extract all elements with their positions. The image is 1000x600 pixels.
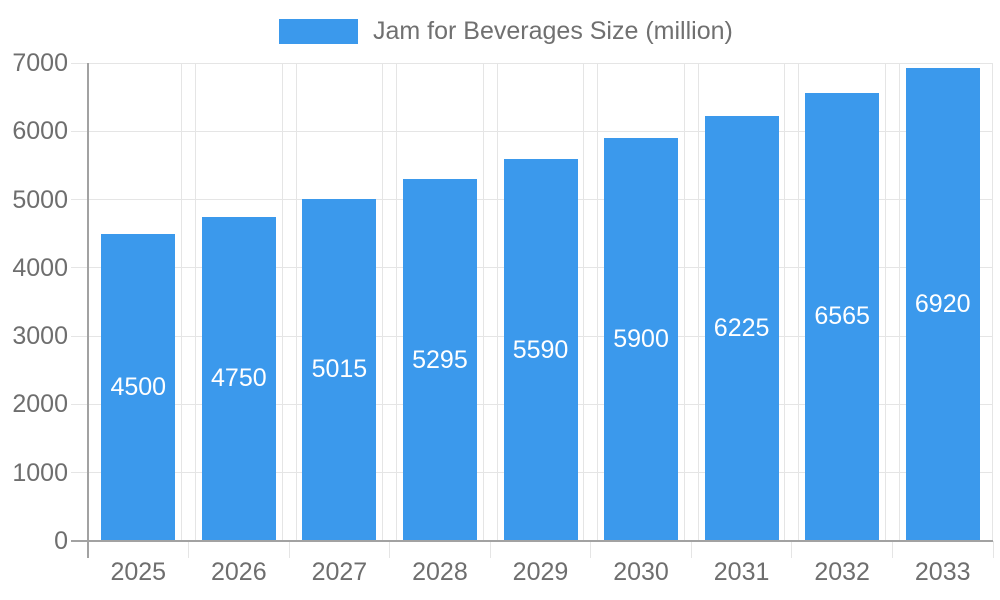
bar-2030[interactable]: 5900	[604, 138, 679, 541]
x-tick-label: 2026	[211, 558, 267, 586]
x-axis-tick	[791, 541, 793, 558]
gridline-vertical	[798, 63, 800, 541]
gridline-vertical	[784, 63, 786, 541]
gridline-vertical	[597, 63, 599, 541]
x-axis-baseline	[71, 540, 993, 542]
bar-value-label: 5900	[613, 325, 669, 354]
x-tick-label: 2029	[512, 558, 569, 586]
gridline-vertical	[683, 63, 685, 541]
x-axis-tick	[891, 541, 893, 558]
bar-value-label: 6225	[713, 313, 770, 342]
gridline-vertical	[992, 63, 993, 541]
gridline-vertical	[884, 63, 886, 541]
gridline-horizontal	[71, 62, 993, 64]
gridline-vertical	[496, 63, 498, 541]
gridline-vertical	[181, 63, 183, 541]
x-axis-tick	[188, 541, 190, 558]
y-axis-line	[87, 63, 89, 541]
bar-2031[interactable]: 6225	[704, 115, 779, 541]
x-tick-label: 2031	[713, 558, 770, 586]
x-axis-tick	[389, 541, 391, 558]
y-tick-label: 5000	[12, 185, 68, 214]
bar-2032[interactable]: 6565	[805, 92, 880, 541]
gridline-horizontal	[71, 130, 993, 132]
bar-value-label: 6920	[914, 290, 971, 319]
x-tick-label: 2025	[110, 558, 167, 586]
legend-label: Jam for Beverages Size (million)	[373, 17, 733, 45]
y-tick-label: 4000	[12, 253, 68, 282]
x-tick-label: 2030	[613, 558, 669, 586]
y-tick-label: 1000	[12, 458, 68, 487]
gridline-vertical	[697, 63, 699, 541]
x-axis-tick	[992, 541, 994, 558]
legend-swatch	[279, 19, 358, 45]
bar-2026[interactable]: 4750	[201, 216, 276, 541]
bar-value-label: 4500	[110, 372, 167, 401]
plot-area: 0 1000 2000 3000 4000 5000 6000 7000 4500 2025 475…	[12, 49, 994, 586]
y-tick-label: 2000	[12, 390, 68, 419]
gridline-vertical	[195, 63, 197, 541]
x-tick-label: 2027	[311, 558, 368, 586]
gridline-vertical	[583, 63, 585, 541]
gridline-vertical	[295, 63, 297, 541]
gridline-vertical	[898, 63, 900, 541]
y-tick-label: 0	[54, 527, 68, 555]
x-axis-tick	[590, 541, 592, 558]
bar-value-label: 5590	[512, 335, 569, 364]
bar-2025[interactable]: 4500	[101, 233, 176, 541]
gridline-vertical	[281, 63, 283, 541]
y-tick-label: 7000	[12, 49, 68, 77]
y-tick-label: 3000	[12, 322, 68, 351]
bar-2033[interactable]: 6920	[905, 68, 980, 541]
bar-2027[interactable]: 5015	[302, 198, 377, 541]
x-tick-label: 2033	[914, 558, 971, 586]
bar-2029[interactable]: 5590	[503, 159, 578, 541]
gridline-vertical	[382, 63, 384, 541]
x-tick-label: 2028	[412, 558, 468, 586]
bar-value-label: 6565	[814, 302, 870, 331]
x-axis-tick	[288, 541, 290, 558]
bar-value-label: 5295	[412, 345, 468, 374]
gridline-vertical	[396, 63, 398, 541]
x-axis-tick	[87, 541, 89, 558]
x-axis-tick	[489, 541, 491, 558]
y-tick-label: 6000	[12, 117, 68, 146]
legend-item[interactable]: Jam for Beverages Size (million)	[279, 17, 733, 46]
x-tick-label: 2032	[814, 558, 870, 586]
bar-value-label: 4750	[211, 364, 267, 393]
gridline-vertical	[482, 63, 484, 541]
x-axis-tick	[690, 541, 692, 558]
bar-value-label: 5015	[311, 355, 368, 384]
bar-2028[interactable]: 5295	[402, 179, 477, 541]
